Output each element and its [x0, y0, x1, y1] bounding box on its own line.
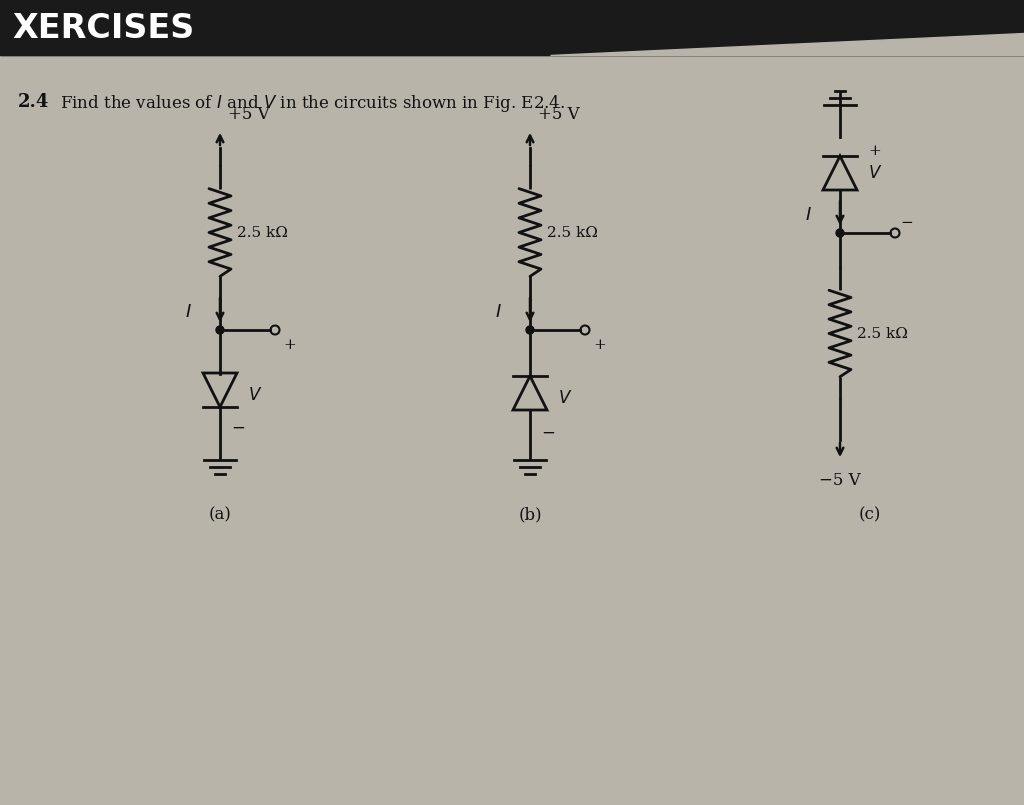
Text: +5 V: +5 V [538, 106, 580, 123]
Circle shape [836, 229, 844, 237]
Text: +: + [868, 144, 881, 158]
Polygon shape [0, 0, 1024, 55]
Text: +: + [283, 338, 296, 352]
Text: $I$: $I$ [185, 303, 193, 321]
Text: −: − [900, 216, 912, 230]
Circle shape [216, 326, 224, 334]
Text: XERCISES: XERCISES [12, 11, 195, 44]
Text: +: + [593, 338, 606, 352]
Text: −: − [541, 424, 555, 441]
Text: $I$: $I$ [805, 206, 812, 224]
Bar [0, 0, 1024, 55]
Text: (c): (c) [859, 506, 882, 523]
Text: +5 V: +5 V [228, 106, 269, 123]
Text: 2.4: 2.4 [18, 93, 49, 111]
Text: (a): (a) [209, 506, 231, 523]
Polygon shape [550, 33, 1024, 55]
Text: 2.5 kΩ: 2.5 kΩ [237, 225, 288, 240]
Text: −5 V: −5 V [819, 472, 861, 489]
Text: 2.5 kΩ: 2.5 kΩ [547, 225, 598, 240]
Text: $V$: $V$ [248, 386, 262, 403]
Text: 2.5 kΩ: 2.5 kΩ [857, 327, 908, 341]
Circle shape [526, 326, 534, 334]
Text: $I$: $I$ [496, 303, 502, 321]
Text: −: − [231, 419, 245, 436]
Text: Find the values of $I$ and $V$ in the circuits shown in Fig. E2.4.: Find the values of $I$ and $V$ in the ci… [60, 93, 565, 114]
Text: (b): (b) [518, 506, 542, 523]
Text: $V$: $V$ [868, 164, 883, 181]
Text: $V$: $V$ [558, 390, 572, 407]
